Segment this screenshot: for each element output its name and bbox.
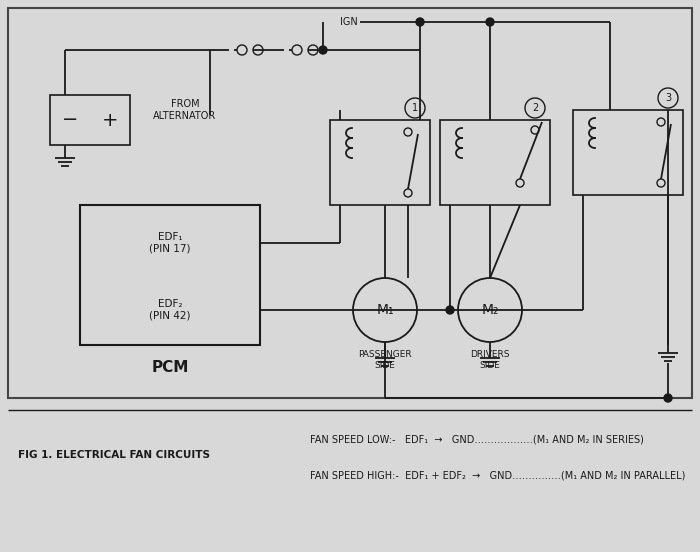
Text: PASSENGER
SIDE: PASSENGER SIDE xyxy=(358,351,412,370)
Text: M₁: M₁ xyxy=(376,303,394,317)
Bar xyxy=(80,205,260,345)
Text: FAN SPEED LOW:-   EDF₁  →   GND………………(M₁ AND M₂ IN SERIES): FAN SPEED LOW:- EDF₁ → GND………………(M₁ AND … xyxy=(310,435,644,445)
Bar xyxy=(330,120,430,205)
Text: 3: 3 xyxy=(665,93,671,103)
Text: PCM: PCM xyxy=(151,359,189,374)
Circle shape xyxy=(416,18,424,26)
Text: DRIVERS
SIDE: DRIVERS SIDE xyxy=(470,351,510,370)
Text: FIG 1. ELECTRICAL FAN CIRCUITS: FIG 1. ELECTRICAL FAN CIRCUITS xyxy=(18,450,210,460)
Text: −: − xyxy=(62,110,78,130)
Bar xyxy=(573,110,683,195)
Text: 2: 2 xyxy=(532,103,538,113)
Circle shape xyxy=(486,18,494,26)
Text: FAN SPEED HIGH:-  EDF₁ + EDF₂  →   GND……………(M₁ AND M₂ IN PARALLEL): FAN SPEED HIGH:- EDF₁ + EDF₂ → GND……………(… xyxy=(310,470,685,480)
Circle shape xyxy=(319,46,327,54)
Text: IGN: IGN xyxy=(340,17,358,27)
Circle shape xyxy=(446,306,454,314)
Circle shape xyxy=(664,394,672,402)
Bar xyxy=(8,8,692,398)
Text: EDF₁
(PIN 17): EDF₁ (PIN 17) xyxy=(149,232,190,254)
Text: M₂: M₂ xyxy=(482,303,498,317)
Bar xyxy=(440,120,550,205)
Text: EDF₂
(PIN 42): EDF₂ (PIN 42) xyxy=(149,299,190,321)
Text: +: + xyxy=(102,110,118,130)
Text: 1: 1 xyxy=(412,103,418,113)
Bar xyxy=(50,95,130,145)
Text: FROM
ALTERNATOR: FROM ALTERNATOR xyxy=(153,99,216,121)
